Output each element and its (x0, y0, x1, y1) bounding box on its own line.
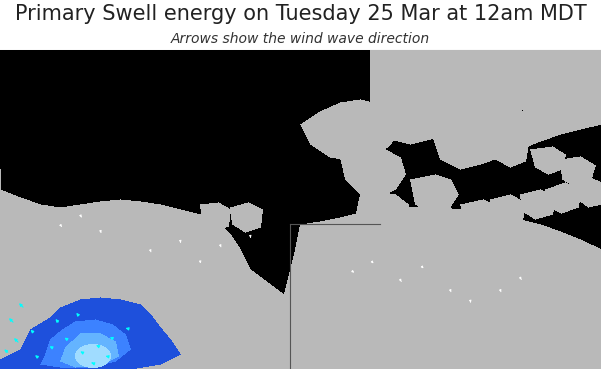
Text: Primary Swell energy on Tuesday 25 Mar at 12am MDT: Primary Swell energy on Tuesday 25 Mar a… (14, 4, 587, 24)
Text: Arrows show the wind wave direction: Arrows show the wind wave direction (171, 32, 430, 46)
